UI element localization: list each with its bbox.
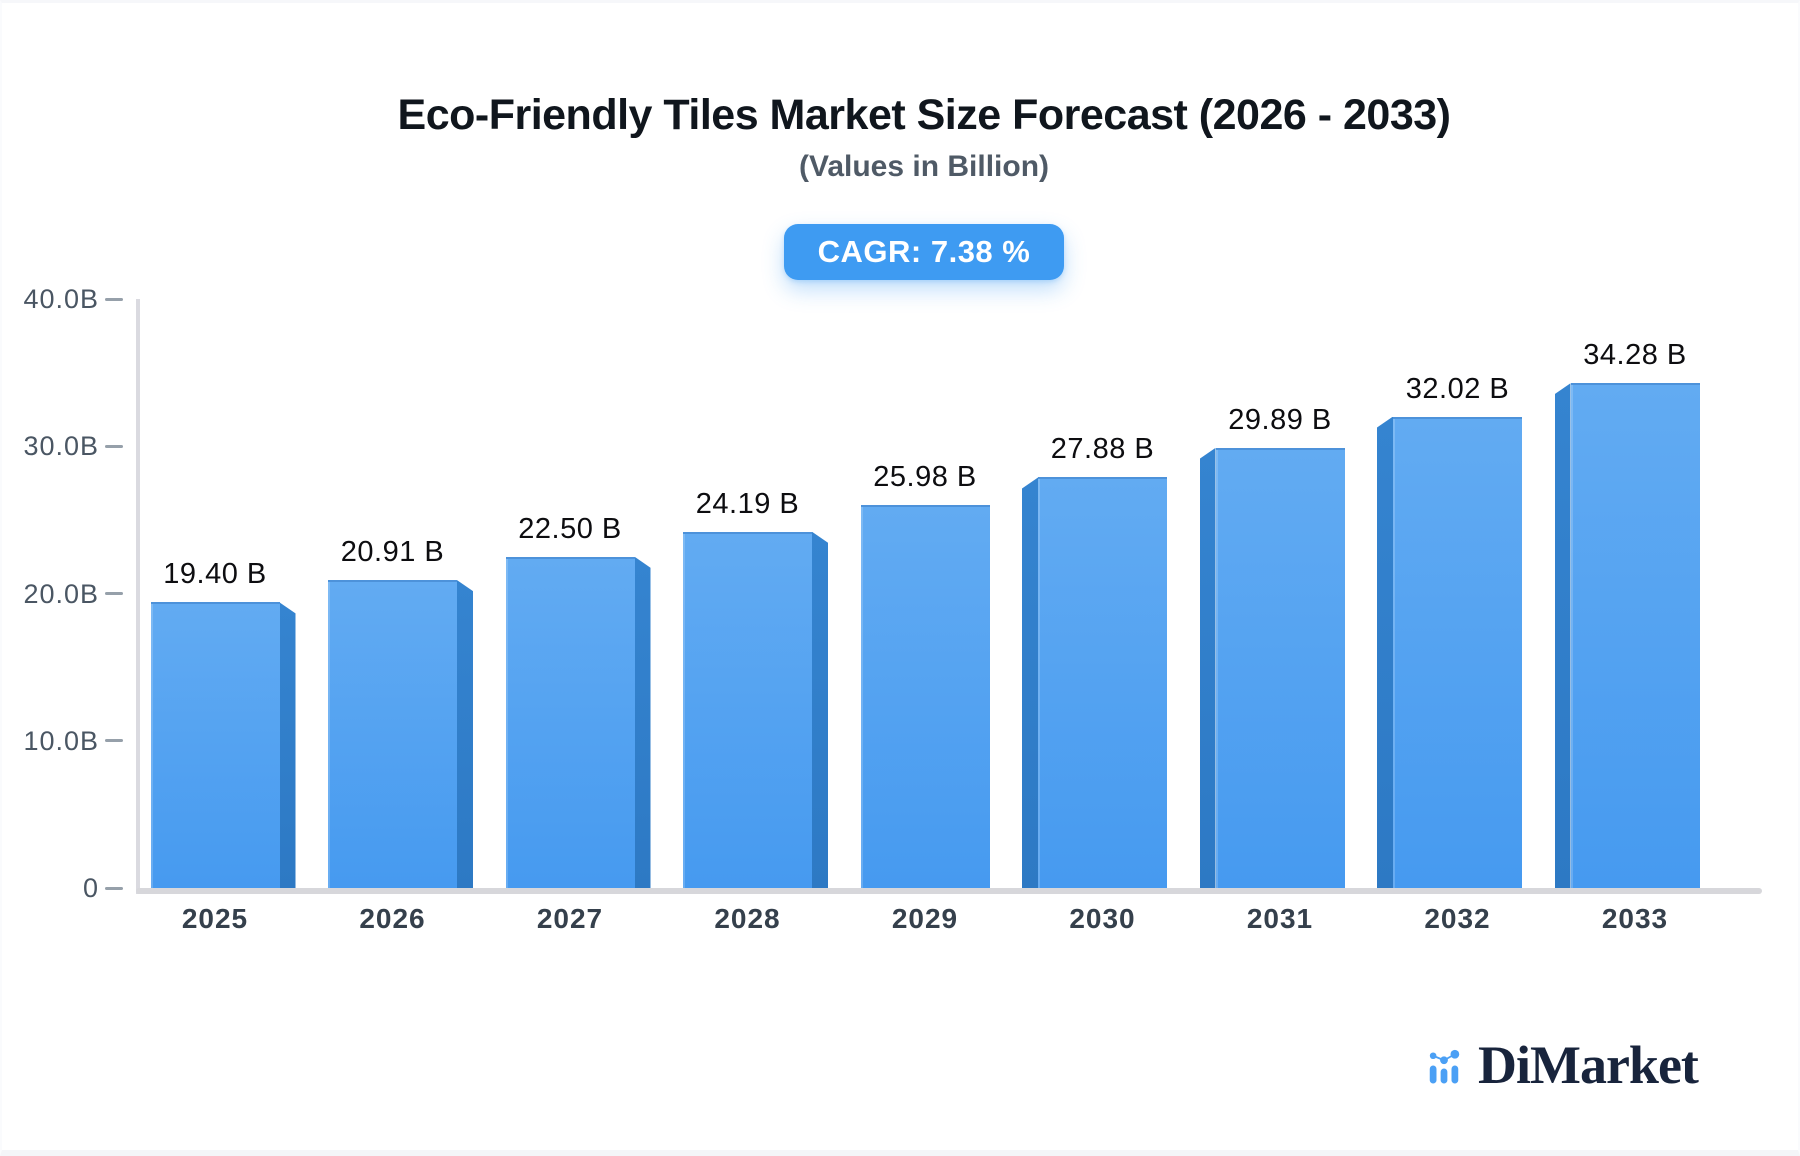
bar-side — [634, 556, 651, 888]
x-axis-line — [136, 888, 1762, 894]
x-axis-category-label: 2025 — [181, 903, 249, 934]
y-axis-tick-mark — [105, 592, 123, 595]
x-axis-category-label: 2029 — [891, 903, 959, 934]
bar-side — [1199, 447, 1216, 888]
x-axis-category-label: 2031 — [1246, 903, 1314, 934]
y-axis-tick-mark — [105, 444, 123, 448]
bar-value-label: 20.91 B — [340, 536, 445, 569]
bar-value-label: 32.02 B — [1405, 372, 1510, 405]
bar-side — [1377, 416, 1393, 888]
bar-front — [683, 531, 812, 888]
bar-side — [1022, 477, 1038, 888]
cagr-badge: CAGR: 7.38 % — [783, 224, 1065, 280]
y-axis-tick-label: 20.0B — [23, 578, 99, 609]
y-axis-tick-label: 0 — [82, 873, 99, 903]
bar-line-chart-icon — [1429, 1049, 1460, 1084]
y-axis-tick-mark — [105, 739, 123, 743]
bar-value-label: 22.50 B — [518, 512, 622, 545]
chart-subtitle: (Values in Billion) — [798, 150, 1050, 183]
x-axis-category-label: 2030 — [1069, 903, 1136, 934]
x-axis-category-label: 2032 — [1424, 903, 1491, 934]
bar-value-label: 24.19 B — [695, 487, 800, 520]
bar-value-label: 25.98 B — [873, 461, 977, 494]
bar-front — [505, 556, 635, 888]
x-axis-category-label: 2033 — [1601, 903, 1669, 934]
bar-value-label: 29.89 B — [1228, 403, 1332, 436]
bar-side — [1554, 383, 1571, 888]
y-axis-tick-label: 30.0B — [23, 431, 99, 462]
x-axis-category-label: 2026 — [359, 903, 426, 934]
y-axis-line — [136, 299, 140, 894]
chart-header: Eco-Friendly Tiles Market Size Forecast … — [46, 89, 1798, 280]
bar-front — [1570, 383, 1700, 888]
y-axis-tick-mark — [105, 297, 123, 301]
bar-value-label: 19.40 B — [163, 558, 267, 591]
x-axis-category-label: 2027 — [536, 903, 604, 934]
bar-side — [457, 580, 473, 888]
bar-side — [279, 602, 296, 888]
bar-value-label: 27.88 B — [1050, 433, 1155, 466]
bar-front — [860, 505, 990, 888]
bar-side — [812, 531, 828, 888]
bar-front — [1038, 477, 1167, 888]
brand-name: DiMarket — [1478, 1035, 1699, 1095]
y-axis-tick-mark — [105, 886, 123, 890]
bar-front — [1215, 447, 1345, 888]
brand-logo: DiMarket — [1423, 1035, 1699, 1095]
bar-front — [150, 602, 280, 888]
chart-title: Eco-Friendly Tiles Market Size Forecast … — [397, 91, 1451, 139]
x-axis-category-label: 2028 — [714, 903, 781, 934]
y-axis-tick-label: 40.0B — [23, 284, 99, 314]
bar-chart-plot-area: 40.0B 30.0B 20.0B 10.0B 0 19.40 B 2025 20.91 B 2… — [2, 3, 1798, 1150]
bar-front — [1393, 416, 1522, 888]
bar-value-label: 34.28 B — [1583, 339, 1687, 372]
y-axis-tick-label: 10.0B — [23, 725, 99, 756]
bar-front — [328, 580, 457, 888]
